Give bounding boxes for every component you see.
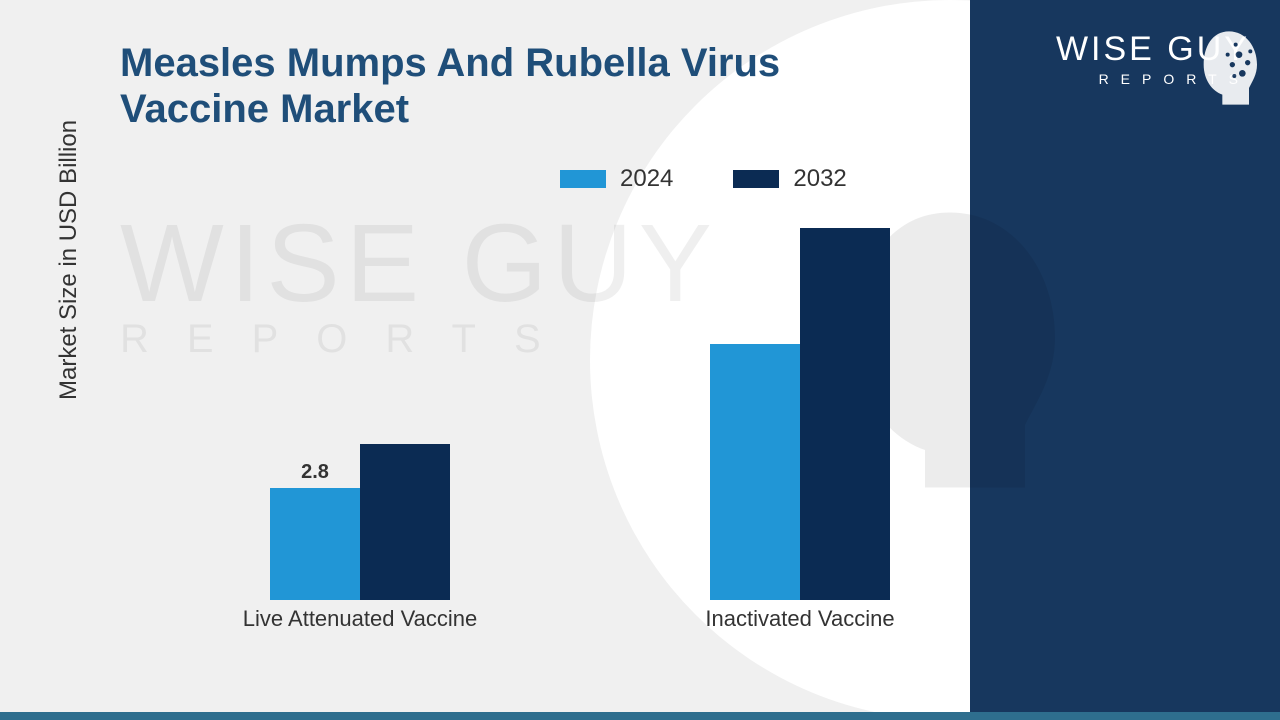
- legend-item: 2024: [560, 165, 673, 193]
- chart-card: WISE GUY REPORTS Measles Mumps And Rubel…: [0, 0, 1280, 720]
- legend-item: 2032: [733, 165, 846, 193]
- y-axis-label: Market Size in USD Billion: [55, 120, 83, 400]
- bar-value-label: 2.8: [270, 461, 360, 484]
- legend-label: 2024: [620, 165, 673, 193]
- chart-title: Measles Mumps And Rubella Virus Vaccine …: [120, 40, 820, 132]
- legend-label: 2032: [793, 165, 846, 193]
- legend-swatch: [733, 170, 779, 188]
- bar: [710, 344, 800, 600]
- legend-swatch: [560, 170, 606, 188]
- bar: [800, 228, 890, 600]
- bar: [270, 488, 360, 600]
- bottom-accent-bar: [0, 712, 1280, 720]
- x-tick-label: Live Attenuated Vaccine: [230, 606, 490, 632]
- x-tick-label: Inactivated Vaccine: [670, 606, 930, 632]
- brand-head-icon: [1194, 28, 1264, 108]
- bar: [360, 444, 450, 600]
- legend: 2024 2032: [560, 165, 847, 193]
- chart-plot-area: 2.8: [130, 200, 950, 600]
